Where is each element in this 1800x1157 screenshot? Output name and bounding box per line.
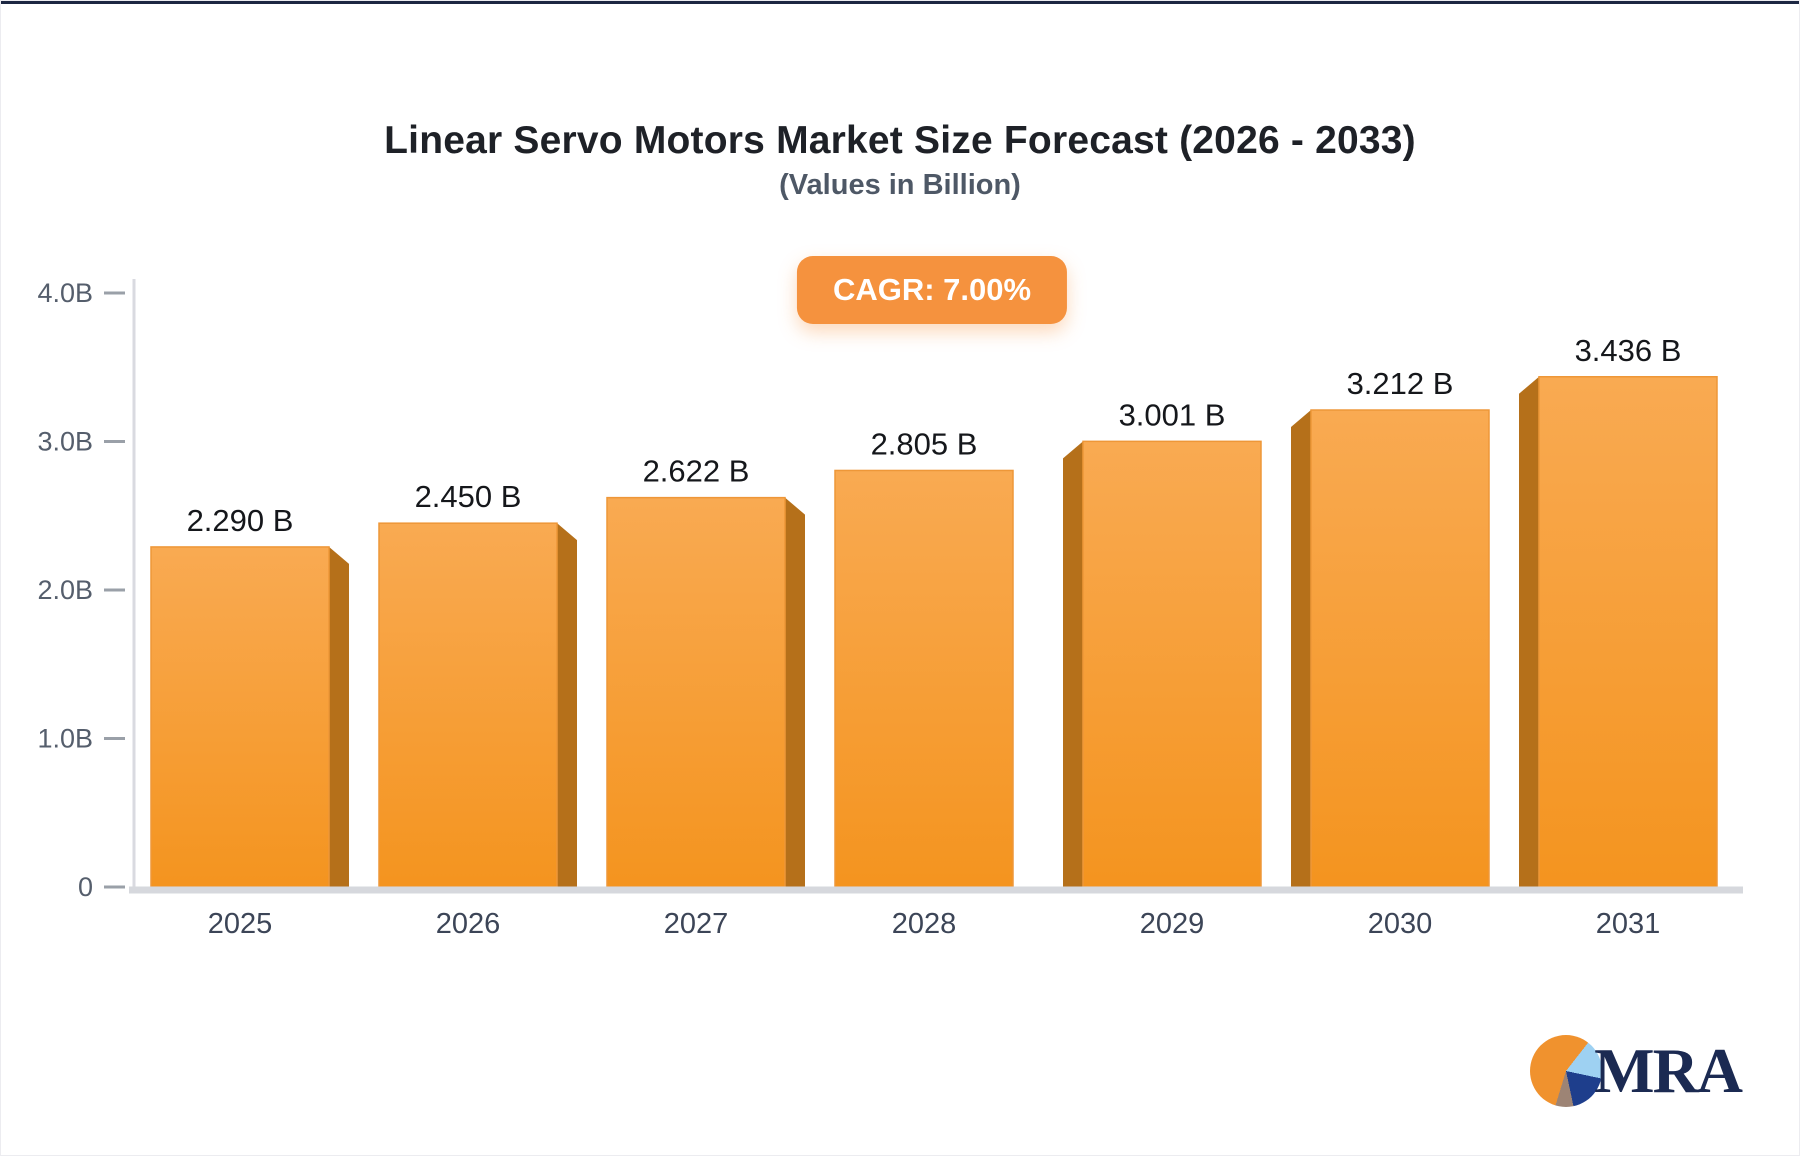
bar-side-face <box>1519 376 1539 887</box>
x-axis-label-2029: 2029 <box>1140 908 1205 940</box>
y-axis-label: 0 <box>78 872 93 902</box>
y-axis-label: 2.0B <box>37 575 93 605</box>
bar-2026[interactable] <box>378 522 558 888</box>
bar-group-2030: 3.212 B 2030 <box>1291 366 1490 940</box>
y-axis-label: 3.0B <box>37 427 93 457</box>
bar-2028[interactable] <box>834 469 1014 888</box>
x-axis-label-2031: 2031 <box>1596 908 1661 940</box>
bar-value-label: 2.622 B <box>643 454 750 489</box>
logo-pie-icon <box>1530 1035 1603 1107</box>
bar-side-face <box>785 497 805 887</box>
bar-2025[interactable] <box>150 546 330 888</box>
y-axis-label: 1.0B <box>37 724 93 754</box>
bar-2029[interactable] <box>1082 440 1262 888</box>
logo-text: MRA <box>1594 1035 1743 1106</box>
bar-value-label: 2.450 B <box>415 479 522 514</box>
x-axis-label-2026: 2026 <box>436 908 501 940</box>
bar-value-label: 3.436 B <box>1575 333 1682 368</box>
bar-group-2025: 2.290 B 2025 <box>150 503 349 940</box>
brand-logo: MRA <box>1530 1035 1743 1107</box>
bar-side-face <box>1063 441 1083 887</box>
bar-value-label: 3.001 B <box>1119 397 1226 432</box>
bar-side-face <box>329 546 349 887</box>
bar-group-2028: 2.805 B 2028 <box>834 426 1014 940</box>
bar-side-face <box>557 523 577 887</box>
x-axis-label-2027: 2027 <box>664 908 729 940</box>
bar-group-2027: 2.622 B 2027 <box>606 454 805 940</box>
top-border-strip <box>1 1 1799 4</box>
x-axis-label-2030: 2030 <box>1368 908 1433 940</box>
cagr-badge: CAGR: 7.00% <box>796 256 1068 324</box>
bar-2031[interactable] <box>1538 376 1718 888</box>
bar-value-label: 3.212 B <box>1347 366 1454 401</box>
bar-value-label: 2.805 B <box>871 426 978 461</box>
x-axis-label-2028: 2028 <box>892 908 957 940</box>
bar-2027[interactable] <box>606 496 786 888</box>
bar-group-2029: 3.001 B 2029 <box>1063 397 1262 940</box>
bar-value-label: 2.290 B <box>187 503 294 538</box>
bar-group-2031: 3.436 B 2031 <box>1519 333 1718 940</box>
chart-subtitle: (Values in Billion) <box>779 169 1021 201</box>
bar-2030[interactable] <box>1310 409 1490 888</box>
chart-title: Linear Servo Motors Market Size Forecast… <box>384 119 1416 163</box>
y-axis-label: 4.0B <box>37 278 93 308</box>
bar-side-face <box>1291 410 1311 887</box>
x-axis-label-2025: 2025 <box>208 908 273 940</box>
bar-group-2026: 2.450 B 2026 <box>378 479 577 940</box>
